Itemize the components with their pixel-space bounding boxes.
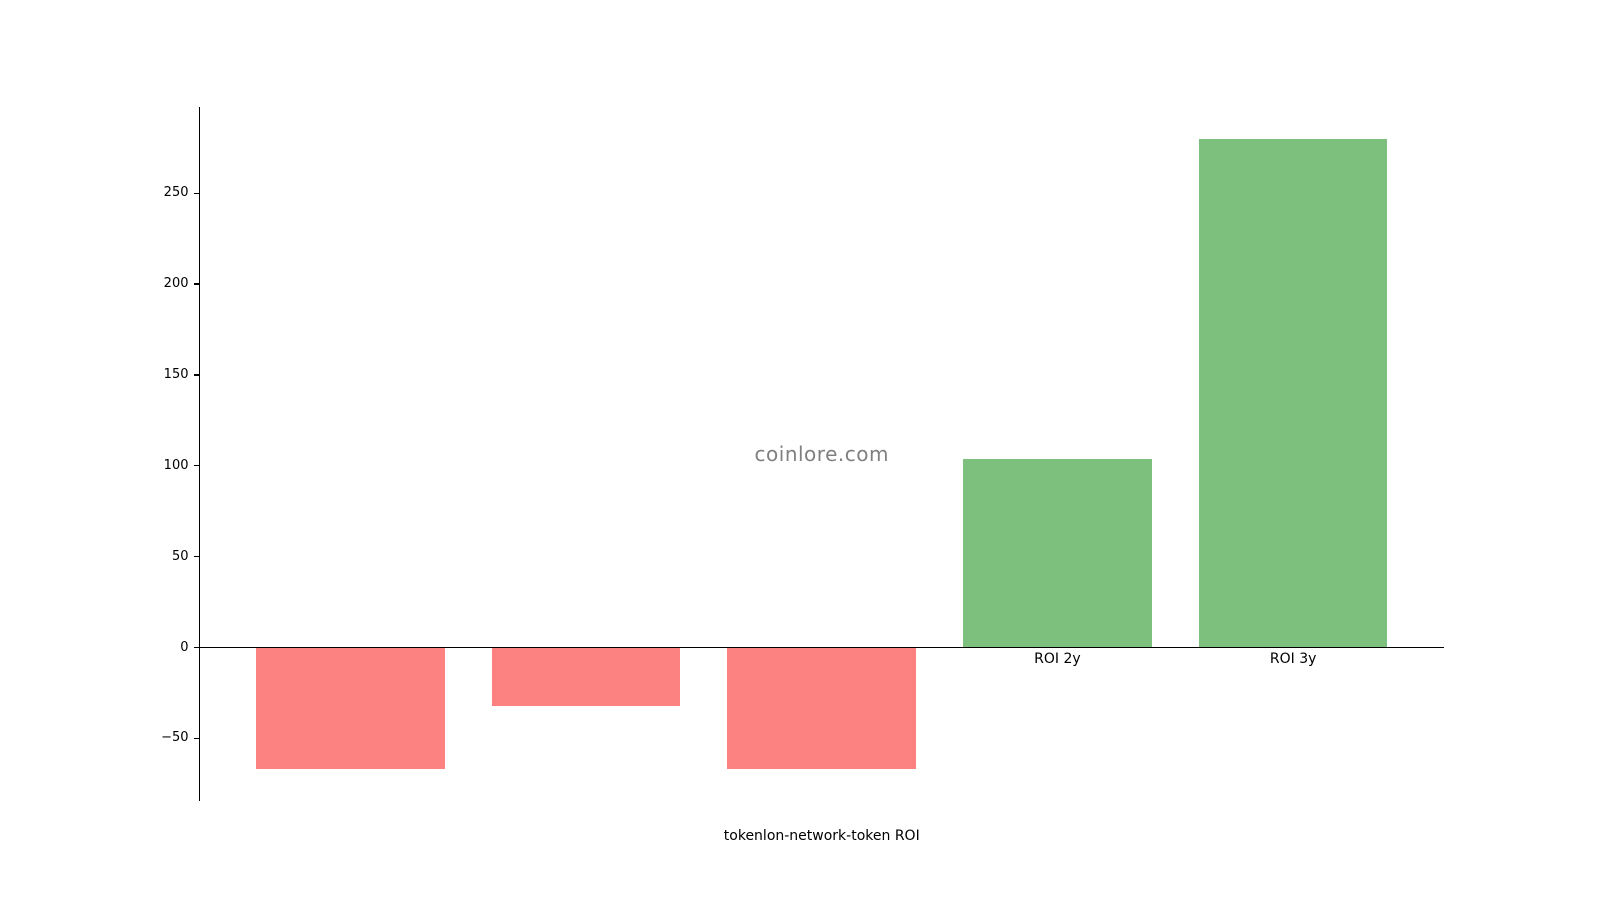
y-tick-mark [193,556,199,558]
x-axis-zero-line [199,646,1444,649]
y-tick-mark [193,465,199,467]
y-tick-mark [193,283,199,285]
y-tick-mark [193,737,199,740]
y-tick-label: 50 [171,548,189,564]
y-tick-mark [193,646,199,649]
x-tick-label-roi-3y: ROI 3y [1269,650,1317,667]
chart-title: tokenlon-network-token ROI [723,828,920,844]
y-tick-label: −50 [161,730,189,746]
bar-roi-2y [963,459,1152,648]
x-tick-label-roi-2y: ROI 2y [1034,650,1081,667]
y-axis-spine [198,107,201,801]
y-tick-label: 200 [163,276,189,292]
y-tick-label: 0 [180,639,189,655]
bar-neg-2 [727,647,917,769]
y-tick-label: 100 [163,457,189,473]
bar-neg-0 [256,647,445,769]
bar-neg-1 [491,647,681,706]
y-tick-label: 150 [163,366,189,382]
y-tick-label: 250 [163,185,189,201]
y-tick-mark [193,374,199,376]
y-tick-mark [193,192,199,194]
watermark-text: coinlore.com [754,442,889,466]
bar-roi-3y [1198,138,1388,648]
